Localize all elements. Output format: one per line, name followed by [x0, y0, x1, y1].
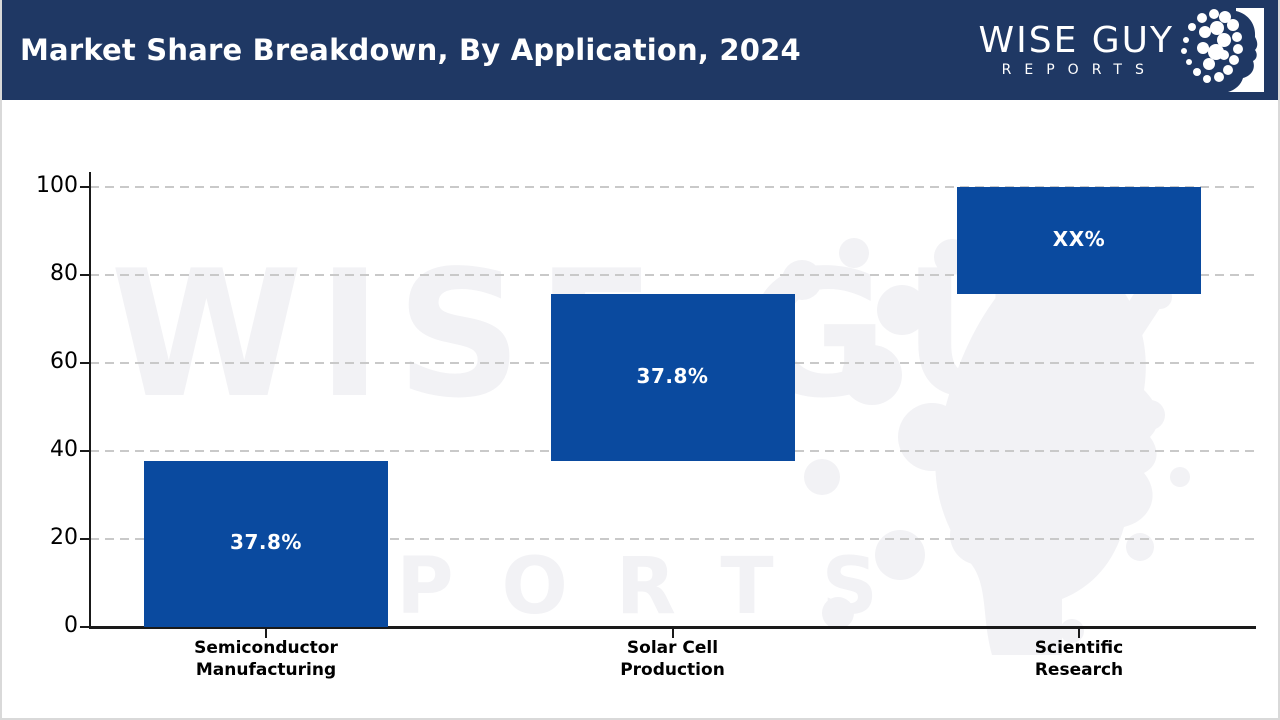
y-axis-tick-label: 0 — [64, 613, 78, 638]
x-axis-category-label: Semiconductor Manufacturing — [126, 638, 406, 682]
y-axis-tick — [80, 274, 89, 276]
x-axis-category-label: Scientific Research — [939, 638, 1219, 682]
y-axis-tick-label: 100 — [36, 173, 78, 198]
bar-value-label: 37.8% — [230, 529, 302, 554]
y-axis-tick — [80, 450, 89, 452]
y-axis-tick-label: 40 — [50, 437, 78, 462]
y-axis-tick — [80, 186, 89, 188]
logo-wordmark-top: WISE GUY — [978, 20, 1174, 62]
x-axis-tick — [671, 629, 674, 638]
logo-face-icon — [1181, 8, 1264, 92]
x-axis-category-label: Solar Cell Production — [533, 638, 813, 682]
bar-value-label: 37.8% — [636, 363, 709, 388]
x-axis-tick — [1078, 629, 1080, 638]
gridline — [90, 186, 1255, 188]
y-axis-line — [89, 172, 91, 629]
logo-wordmark: WISE GUY REPORTS — [979, 22, 1175, 78]
category-label-line: Scientific — [1034, 638, 1124, 658]
gridline — [90, 538, 1255, 540]
category-label-line: Production — [620, 659, 725, 680]
category-label-line: Research — [1034, 659, 1124, 680]
y-axis-tick — [80, 538, 89, 540]
y-axis-tick-label: 80 — [50, 261, 78, 286]
y-axis-tick-label: 20 — [50, 525, 78, 550]
y-axis-tick-label: 60 — [50, 349, 78, 374]
bar-segment — [957, 187, 1201, 295]
header-bar: Market Share Breakdown, By Application, … — [2, 0, 1278, 100]
bar-segment — [144, 460, 388, 627]
bar-segment — [550, 294, 795, 461]
chart-title: Market Share Breakdown, By Application, … — [20, 33, 801, 67]
category-label-line: Manufacturing — [195, 659, 337, 680]
y-axis-tick — [80, 626, 89, 628]
category-label-line: Semiconductor — [194, 638, 338, 658]
gridline — [90, 274, 1255, 276]
logo-wordmark-bottom: REPORTS — [1001, 61, 1157, 78]
x-axis-line — [89, 626, 1256, 629]
category-label-line: Solar Cell — [626, 638, 719, 658]
bar-value-label: XX% — [1052, 226, 1106, 251]
y-axis-tick — [80, 362, 89, 364]
wiseguy-logo: WISE GUY REPORTS — [979, 8, 1264, 92]
x-axis-tick — [265, 629, 267, 638]
